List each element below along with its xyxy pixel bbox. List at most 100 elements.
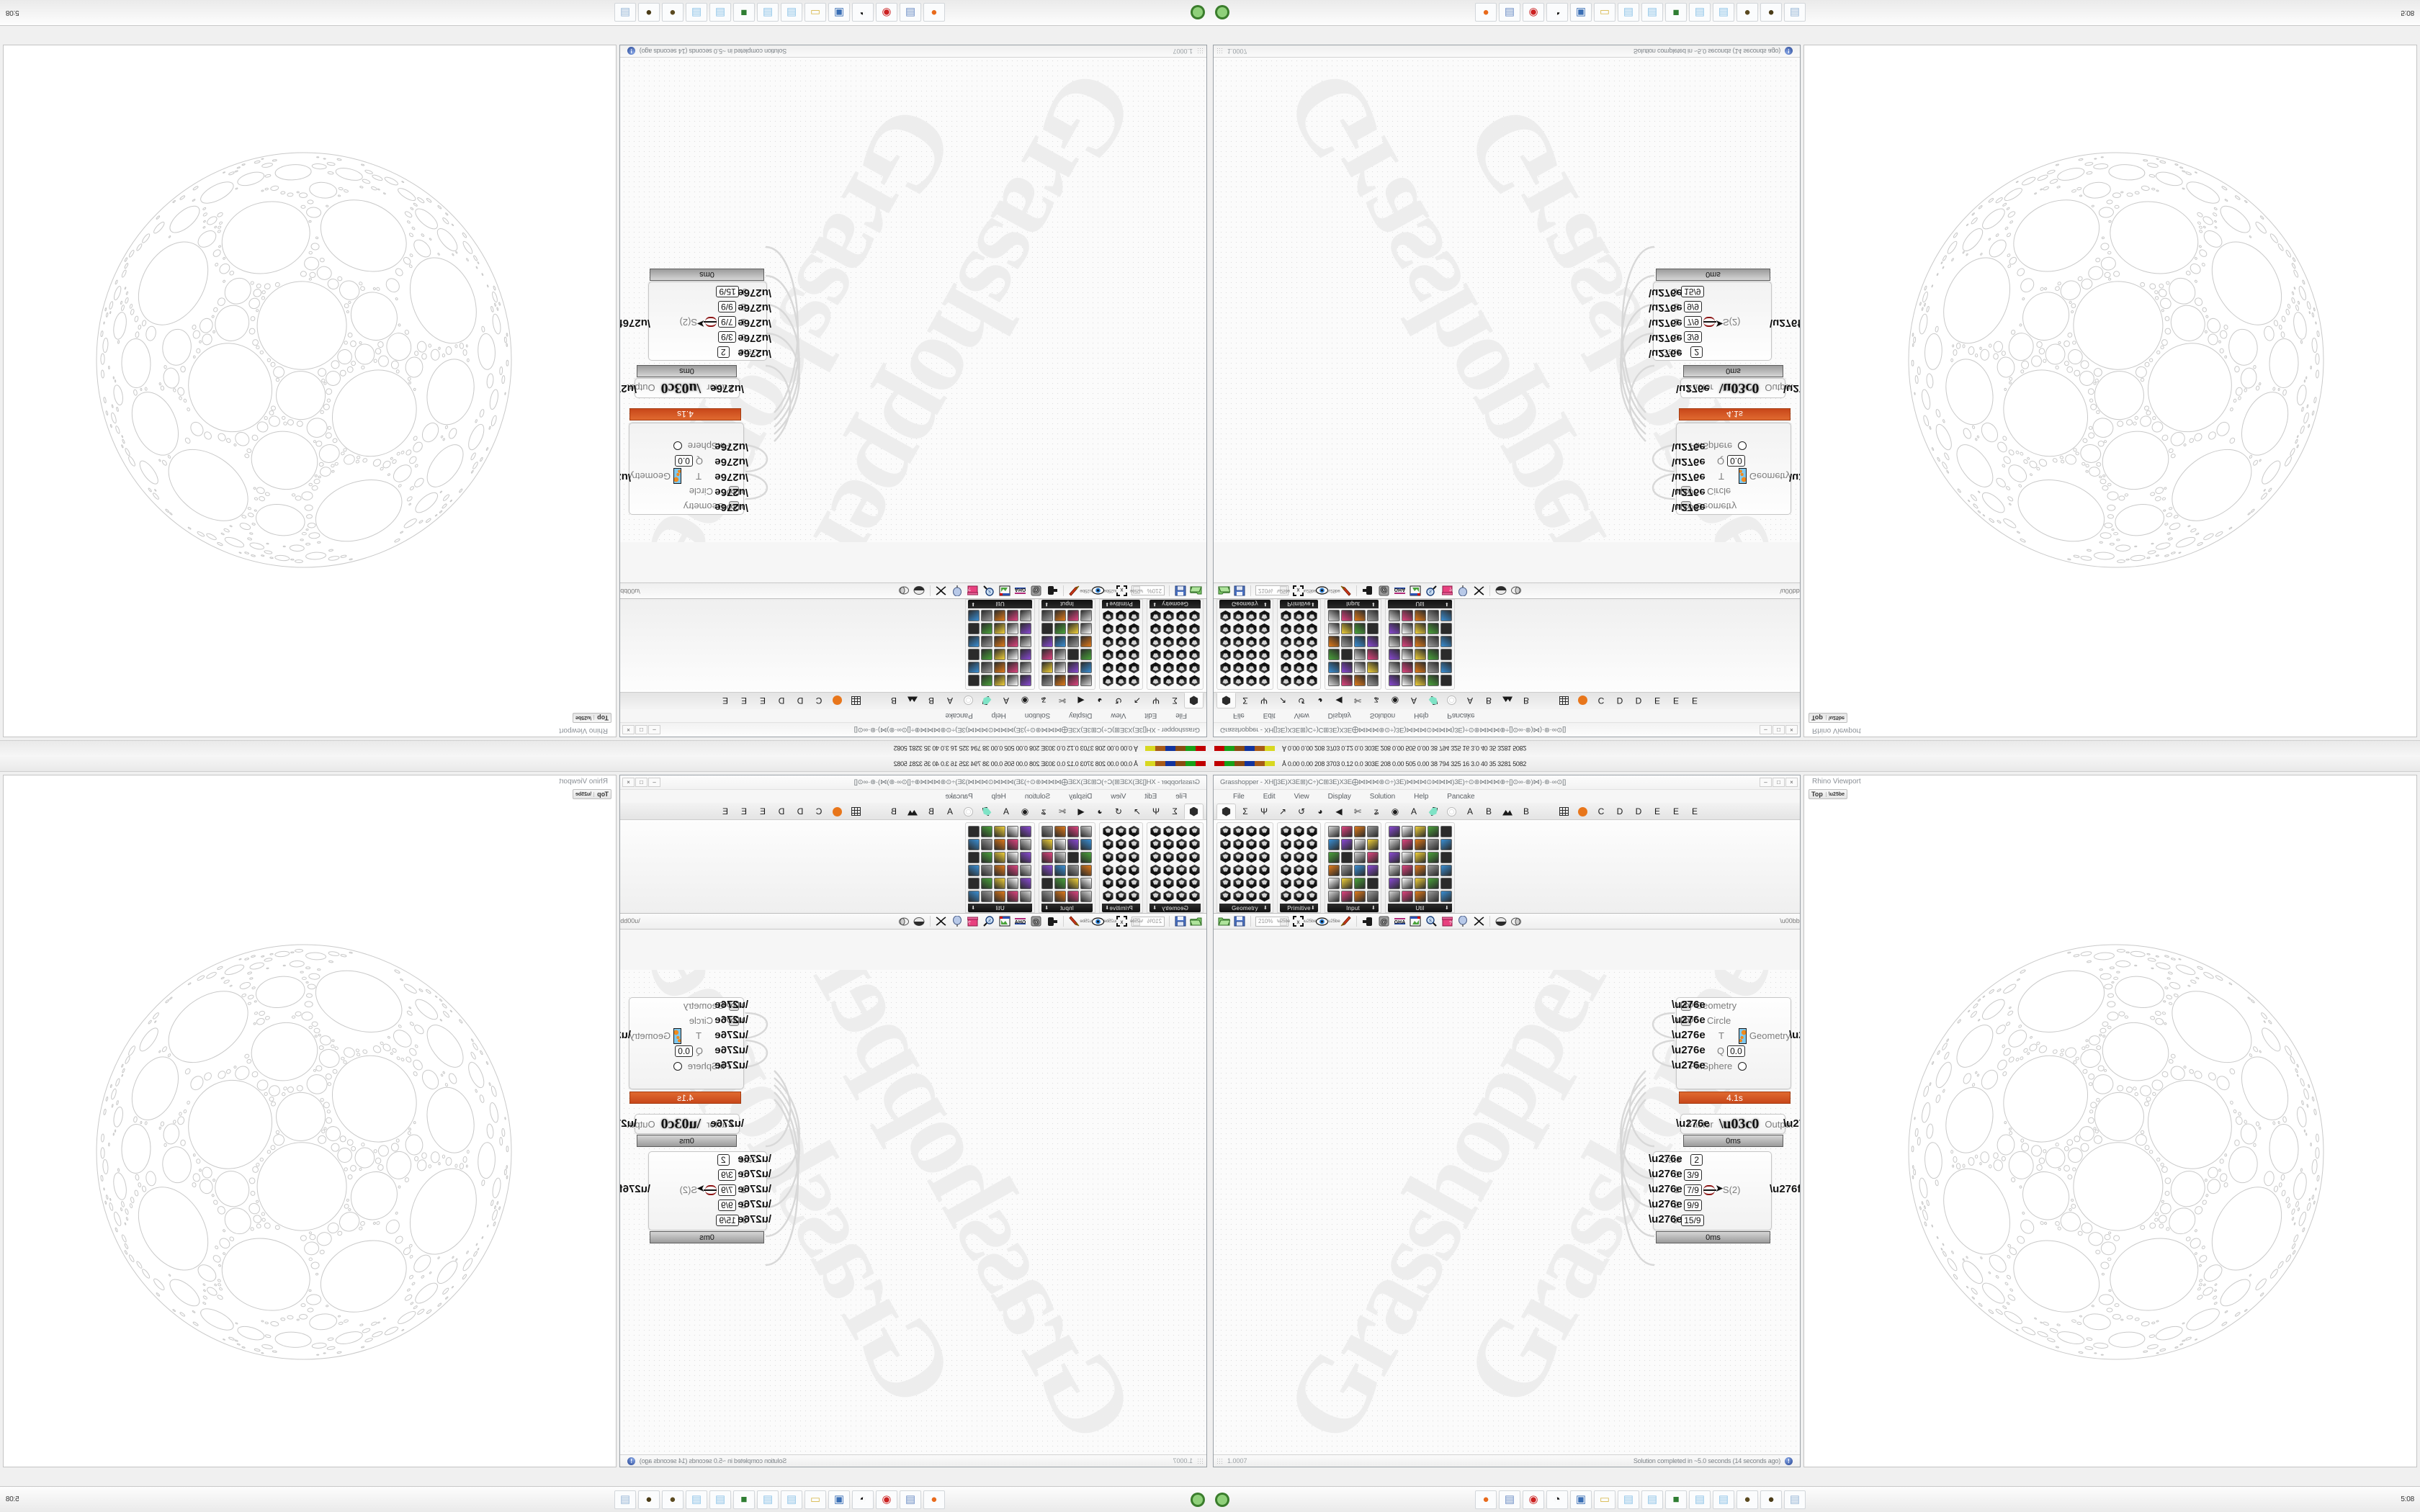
calculator-icon[interactable]: ▤ [1499, 3, 1520, 22]
component-icon[interactable] [1280, 649, 1292, 661]
cat-icon[interactable]: ◔ [852, 1490, 874, 1509]
tab-grid[interactable] [1554, 804, 1573, 819]
ribbon-group-icons[interactable] [1280, 610, 1318, 687]
menu-item-display[interactable]: Display [1069, 711, 1093, 720]
component-icon[interactable] [1388, 636, 1400, 648]
chevron-down-icon[interactable]: \u25be [575, 791, 595, 797]
color-swatch[interactable] [1265, 746, 1275, 752]
component-icon[interactable] [1258, 649, 1270, 661]
component-icon[interactable] [1280, 662, 1292, 674]
document-icon[interactable]: ▤ [614, 3, 636, 22]
component-icon[interactable] [1175, 636, 1188, 648]
zoom-input[interactable]: 210% \u25be [1130, 585, 1165, 596]
taskbar-items[interactable]: ● ▤ ◉ ◔ ▣ ▭ ▤ ▤ ■ ▤ ▤ ● ● ▤ [614, 1490, 945, 1509]
component-icon[interactable] [981, 636, 993, 648]
input-port[interactable]: \u276e [738, 287, 771, 299]
tab-curve[interactable]: ↺ [1292, 693, 1311, 708]
zoom-extents-dropdown[interactable]: \u25be [1303, 588, 1317, 593]
component-icon[interactable] [1327, 864, 1340, 876]
component-icon[interactable] [1245, 890, 1258, 902]
chevron-down-icon[interactable]: \u25be [1130, 917, 1143, 926]
input-port[interactable]: \u276e [1672, 456, 1706, 468]
gate-value-3[interactable]: 15/9 [1681, 1214, 1704, 1226]
menu-item-file[interactable]: File [1233, 711, 1245, 720]
folder-icon[interactable]: ▭ [1594, 3, 1615, 22]
canvas-toolbar[interactable]: 210% \u25be x \u25be \u25be @ GHA [1214, 582, 1800, 598]
component-icon[interactable] [1150, 623, 1162, 635]
component-icon[interactable] [1219, 662, 1232, 674]
gha-assembly-icon[interactable]: GHA [1393, 915, 1406, 928]
component-icon[interactable] [1102, 623, 1114, 635]
component-icon[interactable] [1258, 864, 1270, 876]
component-icon[interactable] [1401, 675, 1413, 687]
input-port[interactable]: \u276e [1676, 382, 1710, 395]
taskbar[interactable]: ● ▤ ◉ ◔ ▣ ▭ ▤ ▤ ■ ▤ ▤ ● ● ▤ 5:08 [1210, 0, 2420, 26]
component-icon[interactable] [981, 890, 993, 902]
component-icon[interactable] [1232, 649, 1245, 661]
menu-item-view[interactable]: View [1111, 711, 1126, 720]
preview-dropdown[interactable]: \u25be [1327, 919, 1340, 924]
component-icon[interactable] [1440, 864, 1452, 876]
component-icon[interactable] [1232, 864, 1245, 876]
component-icon[interactable] [1366, 864, 1379, 876]
gate-value-1[interactable]: 7/9 [1684, 1184, 1702, 1196]
output-port[interactable]: \u276f [1789, 471, 1800, 483]
zoom-extents-dropdown[interactable]: \u25be [1103, 919, 1117, 924]
component-icon[interactable] [1388, 838, 1400, 850]
component-icon[interactable] [1353, 675, 1366, 687]
component-icon[interactable] [1041, 649, 1054, 661]
component-icon[interactable] [1080, 662, 1093, 674]
display-settings-icon[interactable]: ▣ [828, 1490, 850, 1509]
input-port[interactable]: \u276e [738, 1198, 771, 1210]
component-icon[interactable] [1054, 864, 1067, 876]
fixsphere-component[interactable]: \u276e \u2b06 Geometry \u276e \u2b07 Cir… [620, 423, 748, 515]
tab-surface[interactable]: ◕ [1090, 693, 1109, 708]
tab-display[interactable]: ◉ [1386, 693, 1404, 708]
component-icon[interactable] [1067, 662, 1080, 674]
input-port[interactable]: \u276e [738, 1168, 771, 1180]
gate-value-0[interactable]: 3/9 [1684, 1169, 1702, 1181]
component-icon[interactable] [1080, 610, 1093, 622]
tab-transform[interactable]: ʑ [1034, 804, 1053, 819]
tab-text-e3[interactable]: E [1685, 804, 1704, 819]
tab-mountain[interactable] [903, 804, 922, 819]
tab-text-e[interactable]: E [753, 693, 772, 708]
component-icon[interactable] [1440, 838, 1452, 850]
component-icon[interactable] [1041, 662, 1054, 674]
component-icon[interactable] [1041, 851, 1054, 863]
input-port[interactable]: \u276e [738, 1183, 771, 1195]
calculator-icon[interactable]: ▤ [900, 3, 921, 22]
open-file-icon[interactable] [1190, 915, 1203, 928]
menu-item-display[interactable]: Display [1069, 792, 1093, 801]
component-icon[interactable] [1366, 649, 1379, 661]
component-icon[interactable] [1414, 649, 1426, 661]
component-icon[interactable] [1293, 610, 1305, 622]
ribbon-group-icons[interactable] [1280, 825, 1318, 902]
component-icon[interactable] [1102, 675, 1114, 687]
at-icon[interactable]: @ [1377, 915, 1390, 928]
input-port[interactable]: \u276e [1649, 1168, 1682, 1180]
component-icon[interactable] [1162, 825, 1175, 837]
document-icon[interactable]: ▤ [1784, 1490, 1806, 1509]
component-icon[interactable] [1353, 662, 1366, 674]
component-icon[interactable] [1427, 890, 1439, 902]
component-icon[interactable] [994, 825, 1006, 837]
input-port[interactable]: \u276e [1649, 332, 1682, 344]
grasshopper-title-bar[interactable]: Grasshopper - XH[]3E)X3E⊞)C÷)C⊞3E)X3E⨁⋈⋈… [1214, 775, 1800, 790]
gate-value-field[interactable]: 2 [1690, 346, 1703, 359]
component-icon[interactable] [1162, 890, 1175, 902]
ribbon-group-icons[interactable] [1327, 610, 1379, 687]
start-button[interactable] [1214, 1492, 1230, 1508]
bake-icon[interactable] [1339, 585, 1352, 598]
component-icon[interactable] [1258, 662, 1270, 674]
component-icon[interactable] [968, 675, 980, 687]
ribbon-group-geometry[interactable]: Geometry ⬇ [1147, 822, 1204, 913]
component-icon[interactable] [1327, 623, 1340, 635]
component-icon[interactable] [1414, 838, 1426, 850]
component-icon[interactable] [1080, 877, 1093, 889]
component-icon[interactable] [1232, 610, 1245, 622]
component-icon[interactable] [1306, 877, 1318, 889]
notepad4-icon[interactable]: ▤ [1713, 1490, 1734, 1509]
component-icon[interactable] [1150, 877, 1162, 889]
component-icon[interactable] [1067, 649, 1080, 661]
